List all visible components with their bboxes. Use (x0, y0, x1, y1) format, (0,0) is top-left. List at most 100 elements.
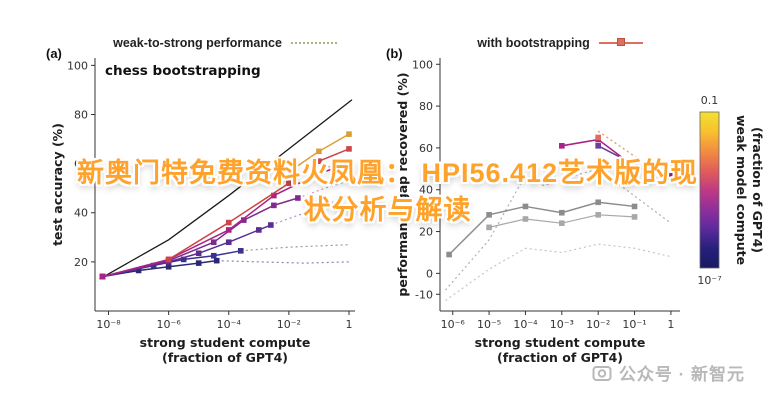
chart-title-a: chess bootstrapping (105, 63, 261, 79)
x-tick-label: 10⁻³ (550, 318, 574, 331)
data-marker-bootstrap-weak-1e-4 (271, 202, 277, 209)
y-tick-label: 40 (74, 207, 88, 220)
y-tick-label: 20 (419, 226, 433, 239)
y-tick-label: 80 (74, 108, 88, 121)
data-marker-bootstrap-magenta (631, 163, 638, 170)
data-marker-bootstrap-weak-1e-6 (237, 248, 244, 254)
colorbar-axis-label-line2: (fraction of GPT4) (750, 127, 765, 253)
data-marker-bootstrap-weak-1e-3 (99, 273, 106, 280)
panel-b-label: (b) (386, 46, 403, 61)
x-tick-label: 10⁻⁶ (157, 318, 182, 331)
overlay-title-line2: 状分析与解读 (303, 195, 472, 225)
data-marker-no-bootstrap-gray-2 (595, 212, 601, 218)
y-tick-label: 60 (419, 142, 433, 155)
data-marker-bootstrap-purple (595, 143, 601, 149)
colorbar: 0.1 10⁻⁷ weak model compute (fraction of GP… (697, 94, 765, 287)
y-axis-label: performance gap recovered (%) (395, 72, 410, 296)
y-tick-label: 80 (419, 100, 433, 113)
x-tick-label: 10⁻² (277, 318, 301, 331)
data-marker-no-bootstrap-gray-2 (631, 214, 638, 220)
y-tick-label: 100 (412, 58, 433, 71)
data-marker-no-bootstrap-gray-2 (486, 224, 492, 231)
series-no-bootstrap-gray-1 (448, 201, 635, 256)
x-tick-label: 10⁻⁸ (96, 318, 121, 331)
data-marker-bootstrap-weak-1e-5 (268, 222, 274, 228)
y-tick-label: -10 (415, 288, 433, 301)
x-axis-label-line2: (fraction of GPT4) (162, 350, 288, 365)
series-bootstrap-magenta (561, 138, 672, 178)
data-marker-bootstrap-weak-1e-6 (210, 252, 217, 259)
x-tick-label: 10⁻² (586, 318, 610, 331)
x-tick-label: 10⁻⁵ (477, 318, 501, 331)
data-marker-no-bootstrap-gray-2 (522, 216, 529, 222)
data-marker-bootstrap-weak-1e-4 (210, 239, 217, 246)
square-marker-line-swatch (598, 38, 643, 46)
data-marker-bootstrap-weak-1e-3 (346, 160, 352, 167)
colorbar-bottom-label: 10⁻⁷ (697, 274, 721, 287)
y-tick-label: 100 (67, 59, 88, 72)
data-marker-bootstrap-weak-1e-5 (225, 239, 232, 246)
watermark: 公众号 · 新智元 (592, 360, 745, 385)
data-marker-no-bootstrap-gray-1 (559, 209, 565, 216)
data-marker-bootstrap-weak-1e-1 (316, 148, 322, 155)
data-marker-no-bootstrap-gray-1 (631, 203, 638, 210)
legend-weak-to-strong: weak-to-strong performance (75, 36, 375, 50)
overlay-title-line1: 新奥门特免费资料火凤凰： HPI56.412艺术版的现 (76, 158, 699, 188)
data-marker-bootstrap-weak-1e-2 (225, 219, 232, 226)
x-tick-label: 1 (345, 318, 352, 331)
data-marker-no-bootstrap-gray-1 (522, 203, 529, 210)
series-dotted-envelope-lower (445, 243, 672, 302)
y-tick-label: 40 (419, 184, 433, 197)
chart-panel-a: 10⁻⁸ 10⁻⁶ 10⁻⁴ 10⁻² 1 20 40 60 80 100 chess bootst… (50, 58, 355, 365)
data-marker-bootstrap-weak-1e-5 (256, 227, 262, 233)
data-marker-bootstrap-weak-1e-7 (165, 263, 172, 270)
data-marker-bootstrap-weak-1e-4 (240, 217, 247, 223)
x-tick-label: 1 (667, 318, 674, 331)
data-marker-no-bootstrap-gray-2 (559, 220, 565, 226)
data-marker-no-bootstrap-gray-1 (446, 251, 452, 258)
series-w2s-dotted-violet (270, 194, 350, 226)
data-marker-bootstrap-weak-1e-2 (286, 180, 292, 187)
y-tick-label: 60 (74, 158, 88, 171)
x-axis-label-line1: strong student compute (475, 335, 646, 350)
legend-with-bootstrapping: with bootstrapping (415, 36, 705, 50)
series-w2s-dotted-navy (216, 260, 350, 264)
data-marker-no-bootstrap-gray-1 (486, 212, 492, 218)
data-marker-bootstrap-weak-1e-3 (271, 192, 277, 199)
data-marker-bootstrap-magenta (668, 174, 674, 180)
panel-a-label: (a) (46, 46, 62, 61)
x-tick-label: 10⁻⁶ (441, 318, 466, 331)
series-dotted-envelope-upper (445, 168, 672, 291)
data-marker-no-bootstrap-gray-1 (595, 199, 601, 206)
y-axis-label: test accuracy (%) (50, 123, 65, 246)
data-marker-bootstrap-weak-1e-2 (316, 158, 322, 164)
data-marker-bootstrap-magenta (559, 143, 565, 149)
watermark-text: 公众号 · 新智元 (618, 365, 745, 384)
colorbar-gradient (699, 111, 720, 269)
x-tick-label: 10⁻⁴ (217, 318, 242, 331)
legend-weak-to-strong-label: weak-to-strong performance (113, 36, 282, 50)
series-w2s-dotted-gray (240, 244, 350, 252)
x-tick-label: 10⁻¹ (622, 318, 646, 331)
data-marker-bootstrap-weak-1e-5 (195, 250, 202, 257)
data-marker-bootstrap-weak-1e-7 (195, 260, 202, 266)
data-marker-bootstrap-weak-1e-2 (165, 256, 172, 263)
y-tick-label: 20 (74, 256, 88, 269)
data-marker-bootstrap-weak-1e-7 (213, 257, 220, 264)
series-bootstrap-weak-1e-3 (102, 162, 350, 278)
x-axis-label-line2: (fraction of GPT4) (497, 350, 623, 365)
overlay-title: 新奥门特免费资料火凤凰： HPI56.412艺术版的现 状分析与解读 (0, 155, 775, 229)
data-marker-bootstrap-weak-1e-7 (135, 267, 142, 274)
chart-panel-b: 10⁻⁶ 10⁻⁵ 10⁻⁴ 10⁻³ 10⁻² 10⁻¹ 1 -10 0 20 40 60 80 100… (395, 58, 680, 365)
camera-icon (592, 365, 612, 381)
data-marker-bootstrap-weak-1e-6 (180, 256, 187, 263)
data-marker-bootstrap-weak-1e-4 (295, 195, 301, 201)
data-marker-bootstrap-weak-1e-2 (346, 146, 352, 152)
legend-with-bootstrapping-label: with bootstrapping (477, 36, 590, 50)
colorbar-axis-label-line1: weak model compute (734, 115, 749, 265)
dotted-line-swatch (290, 42, 337, 44)
data-marker-bootstrap-weak-1e-1 (346, 131, 352, 137)
data-marker-bootstrap-weak-1e-3 (225, 227, 232, 233)
